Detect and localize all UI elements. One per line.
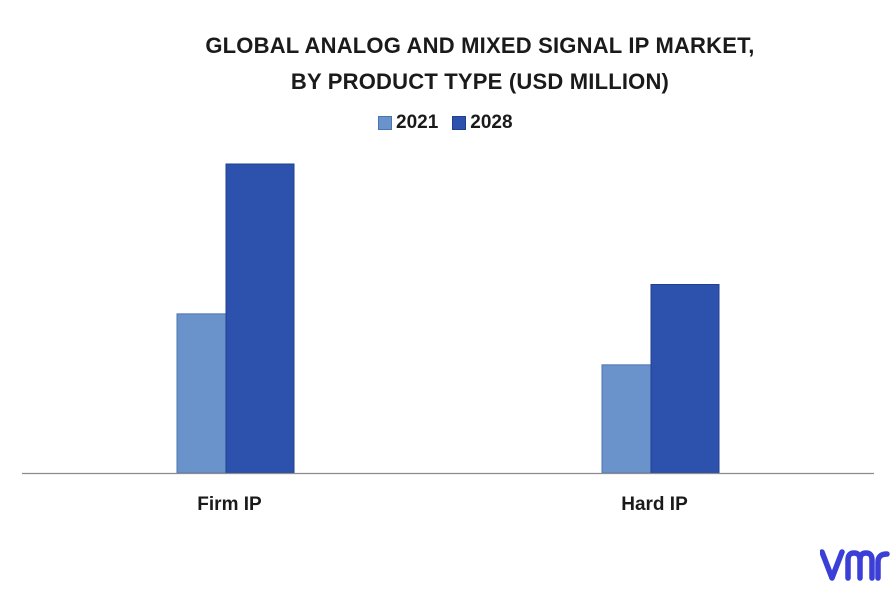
x-tick-label: Hard IP [621, 494, 688, 515]
vmr-logo [820, 549, 890, 581]
chart-title-line-2: BY PRODUCT TYPE (USD MILLION) [290, 69, 670, 94]
chart-title-line-1: GLOBAL ANALOG AND MIXED SIGNAL IP MARKET… [205, 33, 755, 58]
legend-swatch-2028 [452, 116, 467, 130]
bar-2028-hard-ip [650, 284, 720, 474]
chart-title: GLOBAL ANALOG AND MIXED SIGNAL IP MARKET… [130, 28, 830, 100]
legend-label-2028: 2028 [470, 112, 513, 133]
x-tick-label: Firm IP [197, 494, 262, 515]
legend-label-2021: 2021 [396, 112, 439, 133]
legend-swatch-2021 [378, 116, 392, 130]
legend-item-2028: 2028 [452, 112, 513, 134]
chart-legend: 2021 2028 [378, 112, 527, 134]
bar-2021-firm-ip [176, 313, 227, 474]
legend-item-2021: 2021 [378, 112, 438, 134]
bar-2028-firm-ip [225, 163, 295, 474]
bar-2021-hard-ip [601, 364, 652, 474]
